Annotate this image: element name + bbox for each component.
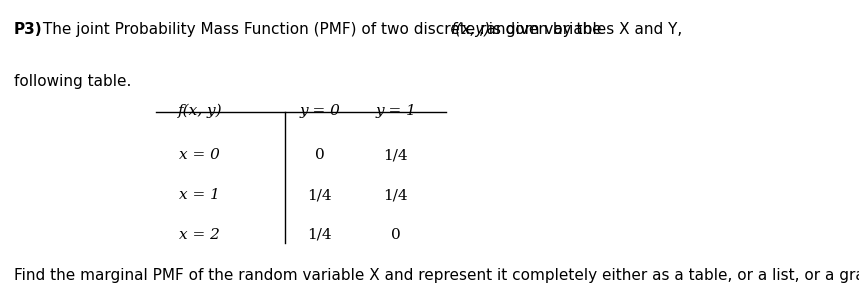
Text: The joint Probability Mass Function (PMF) of two discrete random variables X and: The joint Probability Mass Function (PMF… bbox=[38, 22, 686, 36]
Text: 1/4: 1/4 bbox=[308, 188, 332, 202]
Text: 1/4: 1/4 bbox=[383, 148, 408, 162]
Text: f(x, y): f(x, y) bbox=[178, 103, 222, 118]
Text: f(x,y): f(x,y) bbox=[451, 22, 491, 36]
Text: x = 0: x = 0 bbox=[180, 148, 221, 162]
Text: following table.: following table. bbox=[14, 74, 131, 89]
Text: y = 1: y = 1 bbox=[375, 103, 416, 118]
Text: y = 0: y = 0 bbox=[300, 103, 340, 118]
Text: 1/4: 1/4 bbox=[383, 188, 408, 202]
Text: x = 1: x = 1 bbox=[180, 188, 221, 202]
Text: , is given by the: , is given by the bbox=[479, 22, 601, 36]
Text: 0: 0 bbox=[391, 228, 400, 242]
Text: 1/4: 1/4 bbox=[308, 228, 332, 242]
Text: P3): P3) bbox=[14, 22, 42, 36]
Text: Find the marginal PMF of the random variable X and represent it completely eithe: Find the marginal PMF of the random vari… bbox=[14, 268, 859, 282]
Text: 0: 0 bbox=[315, 148, 325, 162]
Text: x = 2: x = 2 bbox=[180, 228, 221, 242]
